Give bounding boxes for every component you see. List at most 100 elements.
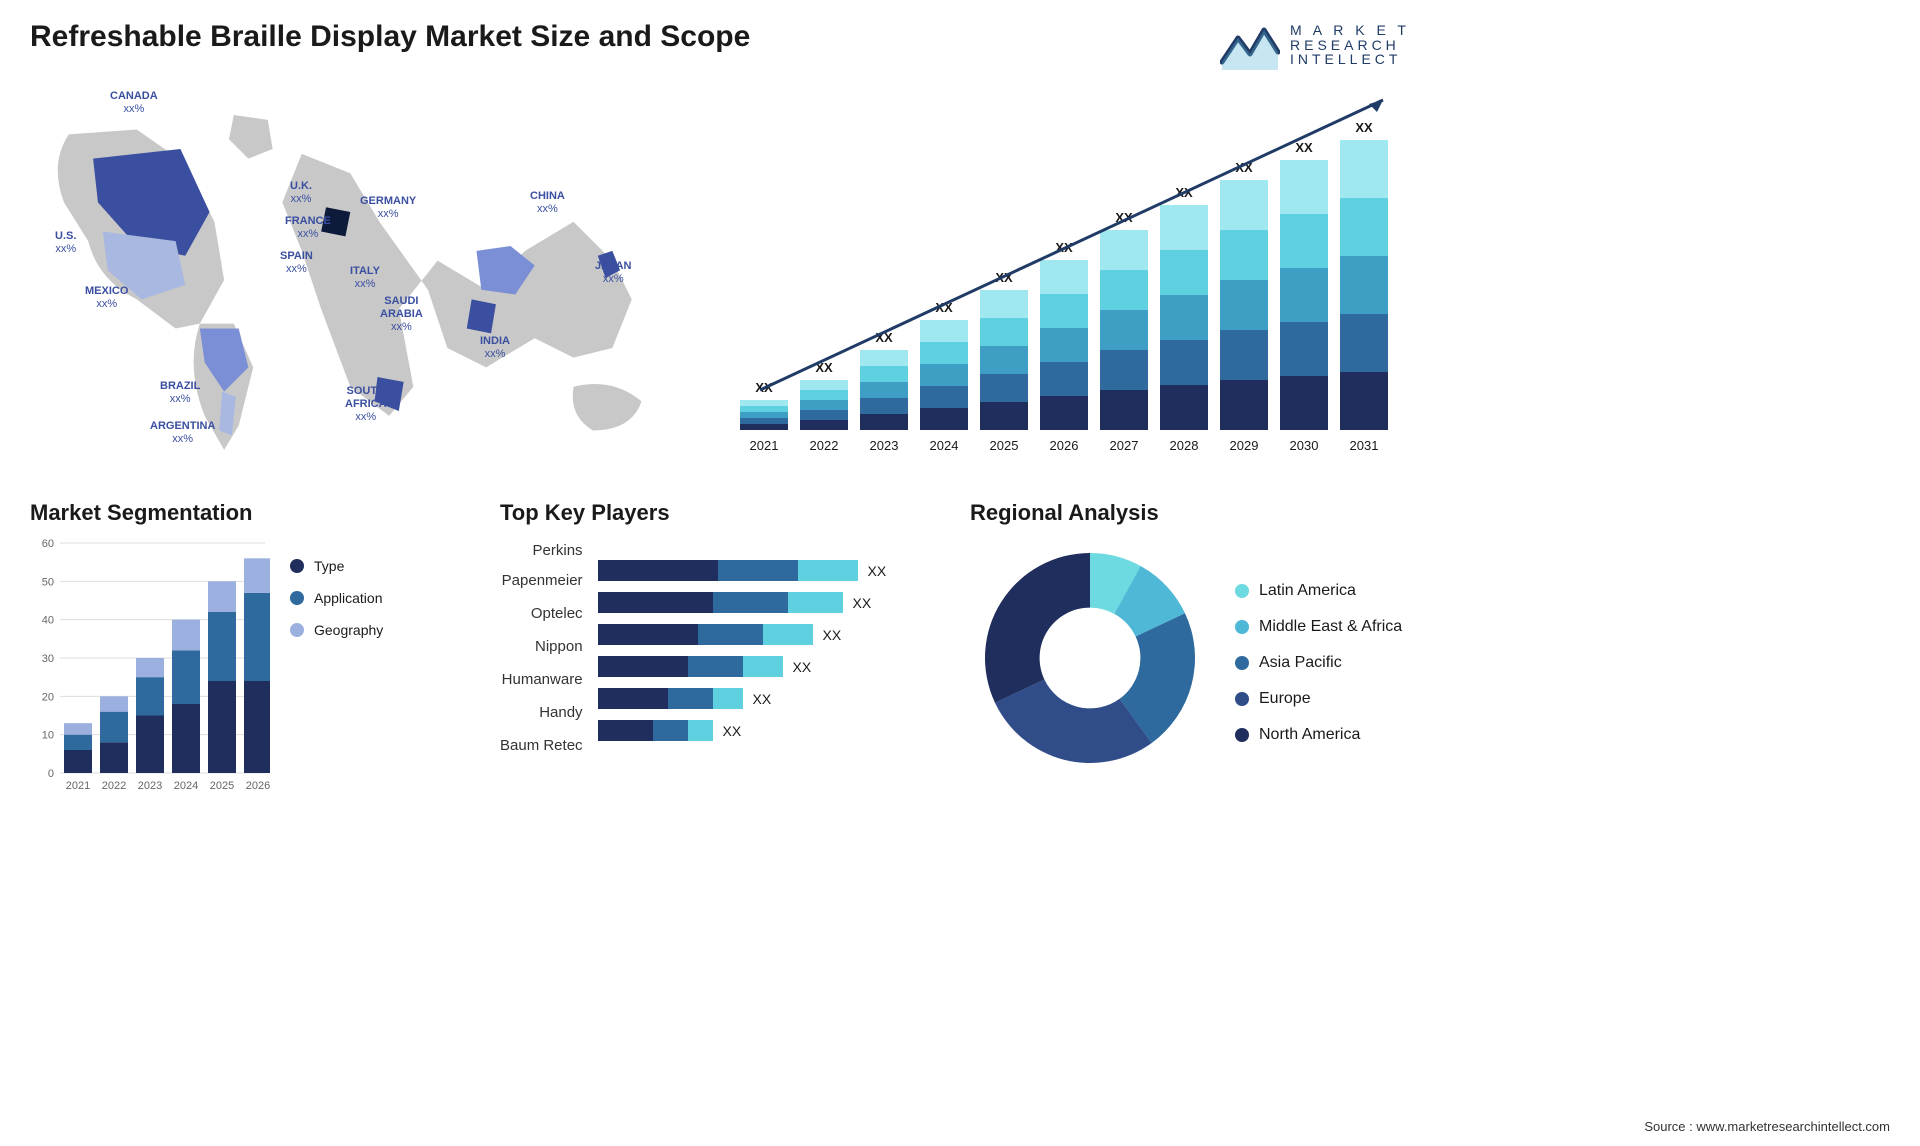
growth-year-label: 2030 [1290,438,1319,453]
growth-bar-segment [980,290,1028,318]
player-bar-segment [698,624,763,645]
player-bar-row: XX [598,656,940,677]
player-bar [598,624,813,645]
seg-bar-segment [136,716,164,774]
player-bar-value: XX [793,659,812,675]
seg-bar-segment [244,558,270,593]
growth-year-label: 2022 [810,438,839,453]
growth-bar-segment [1220,380,1268,430]
map-label: U.S.xx% [55,230,76,256]
seg-year-label: 2026 [246,780,270,792]
growth-bar-segment [1160,340,1208,385]
seg-bar-segment [64,735,92,750]
player-bar-segment [713,688,743,709]
seg-bar-segment [100,712,128,743]
growth-bar-segment [1040,396,1088,430]
player-name: Handy [539,704,582,725]
growth-bar-segment [920,364,968,386]
legend-swatch [1235,584,1249,598]
legend-swatch [1235,656,1249,670]
growth-bar-segment [1280,322,1328,376]
growth-bar-segment [980,346,1028,374]
player-bar [598,656,783,677]
map-label: SAUDIARABIAxx% [380,295,423,335]
player-name: Nippon [535,638,583,659]
growth-bar-segment [1100,390,1148,430]
player-bar-segment [688,656,743,677]
player-bar-segment [713,592,788,613]
seg-year-label: 2023 [138,780,162,792]
legend-item: North America [1235,726,1402,744]
seg-bar-segment [100,696,128,711]
seg-year-label: 2022 [102,780,126,792]
player-bar-value: XX [723,723,742,739]
player-bar-row: XX [598,688,940,709]
players-panel: Top Key Players PerkinsPapenmeierOptelec… [500,500,940,810]
player-bar-segment [598,656,688,677]
growth-bar-segment [860,382,908,398]
logo-icon [1220,20,1280,70]
growth-bar-segment [1220,230,1268,280]
growth-year-label: 2024 [930,438,959,453]
map-label: SOUTHAFRICAxx% [345,385,387,425]
seg-bar-segment [208,581,236,612]
seg-bar-segment [64,723,92,735]
y-tick: 30 [42,653,54,665]
logo-line3: INTELLECT [1290,52,1410,67]
seg-bar-segment [244,593,270,681]
growth-bar-segment [800,390,848,400]
player-bar-row: XX [598,560,940,581]
growth-year-label: 2031 [1350,438,1379,453]
map-highlight [467,299,496,333]
legend-item: Geography [290,622,383,638]
legend-item: Application [290,590,383,606]
growth-bar-segment [740,406,788,412]
growth-bar-segment [800,420,848,430]
growth-bar-segment [740,412,788,418]
seg-year-label: 2024 [174,780,198,792]
growth-bar-segment [1100,350,1148,390]
legend-label: Application [314,590,383,606]
legend-label: Geography [314,622,383,638]
player-bar [598,688,743,709]
legend-swatch [1235,620,1249,634]
growth-bar-segment [1340,372,1388,430]
map-label: BRAZILxx% [160,380,200,406]
legend-swatch [1235,728,1249,742]
legend-swatch [290,591,304,605]
player-name: Humanware [502,671,583,692]
growth-bar-segment [920,342,968,364]
players-name-list: PerkinsPapenmeierOptelecNipponHumanwareH… [500,538,583,758]
legend-label: Europe [1259,690,1311,708]
growth-chart: XX2021XX2022XX2023XX2024XX2025XX2026XX20… [730,90,1410,470]
player-bar-row: XX [598,720,940,741]
map-label: INDIAxx% [480,335,510,361]
y-tick: 50 [42,576,54,588]
regional-legend: Latin AmericaMiddle East & AfricaAsia Pa… [1235,572,1402,744]
growth-bar-segment [1100,270,1148,310]
map-label: SPAINxx% [280,250,313,276]
growth-bar-segment [740,424,788,430]
growth-bar-segment [860,414,908,430]
growth-bar-segment [1160,250,1208,295]
regional-title: Regional Analysis [970,500,1410,526]
growth-bar-segment [1280,214,1328,268]
legend-label: North America [1259,726,1360,744]
player-bar-segment [718,560,798,581]
player-bar [598,592,843,613]
growth-bar-segment [1160,295,1208,340]
regional-donut-svg [970,538,1210,778]
growth-bar-segment [980,402,1028,430]
growth-bar-segment [1220,180,1268,230]
growth-bar-segment [1040,328,1088,362]
map-label: FRANCExx% [285,215,331,241]
growth-bar-segment [1160,385,1208,430]
growth-year-label: 2023 [870,438,899,453]
player-bar-segment [788,592,843,613]
player-bar-segment [763,624,813,645]
player-bar-segment [743,656,783,677]
regional-panel: Regional Analysis Latin AmericaMiddle Ea… [970,500,1410,810]
growth-year-label: 2028 [1170,438,1199,453]
player-bar-segment [668,688,713,709]
y-tick: 20 [42,691,54,703]
